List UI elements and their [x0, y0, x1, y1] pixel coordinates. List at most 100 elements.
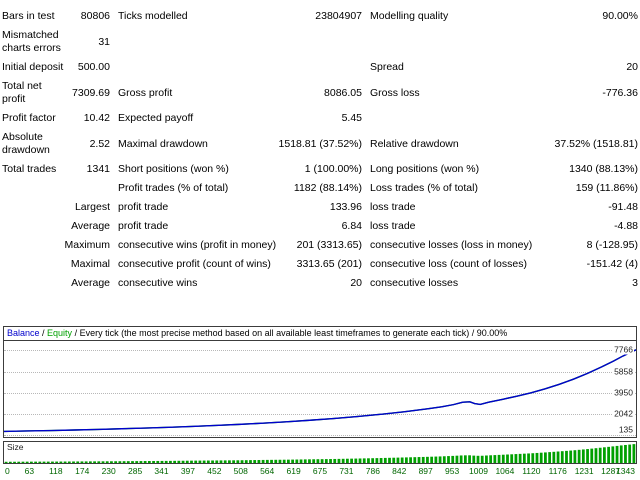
- size-bar: [527, 453, 530, 463]
- size-bar: [581, 449, 585, 463]
- stat-value: 20: [350, 277, 362, 289]
- balance-equity-svg: [4, 341, 636, 437]
- size-bar: [603, 447, 606, 463]
- stats-row: Absolute drawdown 2.52 Maximal drawdown 151…: [2, 125, 638, 157]
- stats-row: Initial deposit 500.00 Spread 20: [2, 55, 638, 74]
- stat-value: 8086.05: [324, 86, 362, 99]
- size-bar: [404, 457, 408, 463]
- size-bar: [514, 454, 518, 463]
- stat-value: 159 (11.86%): [575, 182, 638, 194]
- stats-row: Profit trades (% of total) 1182 (88.14%) L…: [2, 176, 638, 195]
- size-bar: [624, 444, 627, 463]
- size-bar: [29, 461, 33, 463]
- size-bar: [173, 460, 177, 463]
- size-bar: [556, 451, 560, 463]
- stat-label: Expected payoff: [118, 112, 194, 124]
- stat-value: Largest: [74, 201, 110, 213]
- size-panel-label: Size: [7, 442, 24, 452]
- stat-label: consecutive losses (loss in money): [370, 239, 533, 251]
- size-bar: [590, 448, 594, 463]
- stat-label: loss trade: [370, 201, 416, 213]
- size-bar: [67, 461, 71, 463]
- stat-label: consecutive wins (profit in money): [118, 239, 277, 251]
- stats-row: Profit factor 10.42 Expected payoff 5.45: [2, 106, 638, 125]
- gridline: [4, 350, 636, 352]
- stat-value: -776.36: [602, 86, 638, 99]
- size-bar: [257, 459, 261, 463]
- size-bar: [164, 460, 168, 463]
- size-bar: [560, 451, 564, 463]
- size-bar: [135, 461, 139, 463]
- size-bar: [181, 460, 185, 463]
- gridline: [4, 435, 636, 437]
- legend-balance-label: Balance: [7, 328, 40, 338]
- size-bar: [324, 459, 328, 463]
- stat-value: -91.48: [608, 201, 638, 213]
- size-bar: [126, 461, 130, 463]
- stat-value: 23804907: [315, 10, 362, 22]
- size-bar: [493, 455, 497, 463]
- size-bar: [459, 455, 463, 463]
- size-bar: [586, 449, 589, 463]
- size-bar: [110, 461, 113, 463]
- size-bar: [211, 460, 214, 463]
- stat-label: consecutive losses: [370, 277, 459, 289]
- stat-value: 3: [632, 277, 638, 289]
- balance-line: [4, 350, 636, 432]
- size-bar: [573, 450, 577, 463]
- size-bar: [565, 450, 568, 463]
- size-bar: [261, 459, 265, 463]
- stats-row: Total trades 1341 Short positions (won %) 1…: [2, 157, 638, 176]
- size-bar: [249, 460, 252, 463]
- size-bar: [552, 451, 556, 463]
- size-bar: [265, 459, 269, 463]
- size-bar: [223, 460, 227, 463]
- stat-value: 1 (100.00%): [304, 163, 362, 175]
- stat-label: Initial deposit: [2, 61, 64, 73]
- size-bar: [598, 447, 602, 463]
- size-bar: [341, 458, 345, 463]
- size-bar: [371, 458, 375, 463]
- size-bar: [442, 456, 446, 463]
- size-bar: [497, 454, 501, 463]
- legend-separator: /: [39, 328, 48, 338]
- stats-row: Average profit trade 6.84 loss trade -4.88: [2, 214, 638, 233]
- stat-label: Loss trades (% of total): [370, 182, 478, 194]
- stat-value: 20: [626, 61, 638, 73]
- stats-row: Total net profit 7309.69 Gross profit 8086.…: [2, 74, 638, 106]
- size-bar: [421, 456, 425, 463]
- size-bar: [569, 450, 573, 463]
- size-bar: [522, 453, 526, 463]
- size-bar: [417, 457, 421, 463]
- x-axis-label: 1120: [522, 466, 541, 476]
- size-bar: [46, 461, 50, 463]
- size-bar: [451, 455, 455, 463]
- size-bar: [379, 458, 383, 463]
- size-bar: [253, 460, 257, 463]
- stat-label: Gross loss: [370, 86, 420, 99]
- size-bar: [506, 454, 509, 463]
- size-panel: Size: [3, 441, 637, 464]
- size-bar: [278, 459, 282, 463]
- stat-label: profit trade: [118, 201, 169, 213]
- size-bar: [42, 461, 46, 463]
- size-bar: [447, 456, 450, 463]
- size-bar: [400, 457, 404, 463]
- stat-value: Maximum: [64, 239, 110, 251]
- stat-label: profit trade: [118, 220, 169, 232]
- x-axis-label: 842: [392, 466, 407, 476]
- size-bar: [303, 459, 307, 463]
- stats-row: Largest profit trade 133.96 loss trade -91.4…: [2, 195, 638, 214]
- stat-value: Average: [71, 277, 110, 289]
- stat-label: loss trade: [370, 220, 416, 232]
- stats-row: Maximum consecutive wins (profit in money…: [2, 233, 638, 252]
- size-bar: [291, 459, 295, 463]
- x-axis-label: 1064: [495, 466, 515, 476]
- stats-row: Bars in test 80806 Ticks modelled 23804907 M…: [2, 4, 638, 23]
- size-bar: [333, 458, 337, 463]
- size-bar: [295, 459, 299, 463]
- stat-label: Total trades: [2, 163, 57, 175]
- size-bar: [531, 453, 535, 463]
- stat-value: 80806: [80, 10, 110, 22]
- size-bar: [345, 458, 349, 463]
